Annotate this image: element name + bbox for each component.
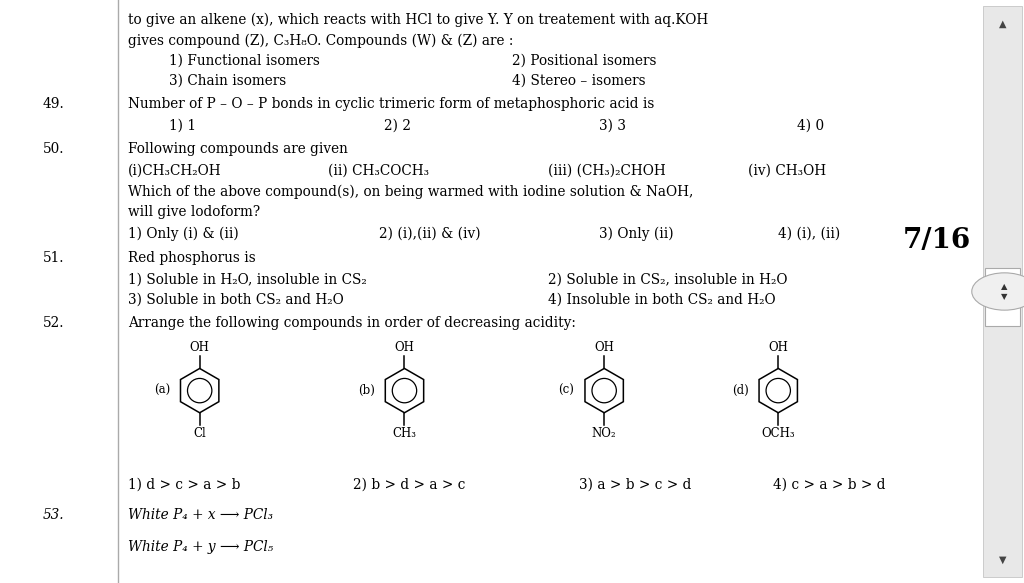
Text: (ii) CH₃COCH₃: (ii) CH₃COCH₃ xyxy=(328,163,429,177)
Text: OH: OH xyxy=(394,342,415,354)
Text: (a): (a) xyxy=(154,384,170,397)
Text: 4) (i), (ii): 4) (i), (ii) xyxy=(778,227,841,241)
Text: 3) Chain isomers: 3) Chain isomers xyxy=(169,74,287,88)
Bar xyxy=(983,6,1022,577)
Text: (d): (d) xyxy=(732,384,749,397)
Text: (b): (b) xyxy=(358,384,375,397)
Text: OH: OH xyxy=(768,342,788,354)
Text: 3) 3: 3) 3 xyxy=(599,118,626,132)
Text: gives compound (Z), C₃H₈O. Compounds (W) & (Z) are :: gives compound (Z), C₃H₈O. Compounds (W)… xyxy=(128,33,513,48)
Text: 4) Stereo – isomers: 4) Stereo – isomers xyxy=(512,74,645,88)
Bar xyxy=(985,268,1020,326)
Text: White P₄ + y ⟶ PCl₅: White P₄ + y ⟶ PCl₅ xyxy=(128,540,273,554)
Text: will give lodoform?: will give lodoform? xyxy=(128,205,260,219)
Text: 7/16: 7/16 xyxy=(903,227,972,254)
Text: 53.: 53. xyxy=(43,508,65,522)
Text: to give an alkene (x), which reacts with HCl to give Y. Y on treatement with aq.: to give an alkene (x), which reacts with… xyxy=(128,13,709,27)
Text: 4) 0: 4) 0 xyxy=(797,118,823,132)
Text: 1) Only (i) & (ii): 1) Only (i) & (ii) xyxy=(128,227,239,241)
Text: Cl: Cl xyxy=(194,427,206,440)
Text: 50.: 50. xyxy=(43,142,65,156)
Text: OCH₃: OCH₃ xyxy=(762,427,795,440)
Text: 2) b > d > a > c: 2) b > d > a > c xyxy=(353,478,466,492)
Text: Number of P – O – P bonds in cyclic trimeric form of metaphosphoric acid is: Number of P – O – P bonds in cyclic trim… xyxy=(128,97,654,111)
Text: Which of the above compound(s), on being warmed with iodine solution & NaOH,: Which of the above compound(s), on being… xyxy=(128,185,693,199)
Text: 2) 2: 2) 2 xyxy=(384,118,411,132)
Text: 3) Soluble in both CS₂ and H₂O: 3) Soluble in both CS₂ and H₂O xyxy=(128,293,344,307)
Text: Red phosphorus is: Red phosphorus is xyxy=(128,251,256,265)
Text: White P₄ + x ⟶ PCl₃: White P₄ + x ⟶ PCl₃ xyxy=(128,508,273,522)
Text: 51.: 51. xyxy=(43,251,65,265)
Text: ▲: ▲ xyxy=(998,18,1007,29)
Text: Arrange the following compounds in order of decreasing acidity:: Arrange the following compounds in order… xyxy=(128,316,575,330)
Text: 1) d > c > a > b: 1) d > c > a > b xyxy=(128,478,241,492)
Text: 4) c > a > b > d: 4) c > a > b > d xyxy=(773,478,886,492)
Circle shape xyxy=(972,273,1024,310)
Text: 3) Only (ii): 3) Only (ii) xyxy=(599,227,674,241)
Text: CH₃: CH₃ xyxy=(392,427,417,440)
Text: 49.: 49. xyxy=(43,97,65,111)
Text: 2) Positional isomers: 2) Positional isomers xyxy=(512,54,656,68)
Text: 52.: 52. xyxy=(43,316,65,330)
Text: (c): (c) xyxy=(558,384,574,397)
Text: Following compounds are given: Following compounds are given xyxy=(128,142,348,156)
Text: (iii) (CH₃)₂CHOH: (iii) (CH₃)₂CHOH xyxy=(548,163,666,177)
Text: (iv) CH₃OH: (iv) CH₃OH xyxy=(748,163,825,177)
Text: 1) Soluble in H₂O, insoluble in CS₂: 1) Soluble in H₂O, insoluble in CS₂ xyxy=(128,272,367,286)
Text: 3) a > b > c > d: 3) a > b > c > d xyxy=(579,478,691,492)
Text: 4) Insoluble in both CS₂ and H₂O: 4) Insoluble in both CS₂ and H₂O xyxy=(548,293,775,307)
Text: (i)CH₃CH₂OH: (i)CH₃CH₂OH xyxy=(128,163,221,177)
Text: OH: OH xyxy=(594,342,614,354)
Text: ▼: ▼ xyxy=(998,554,1007,565)
Text: 2) (i),(ii) & (iv): 2) (i),(ii) & (iv) xyxy=(379,227,480,241)
Text: 1) 1: 1) 1 xyxy=(169,118,196,132)
Text: OH: OH xyxy=(189,342,210,354)
Text: 2) Soluble in CS₂, insoluble in H₂O: 2) Soluble in CS₂, insoluble in H₂O xyxy=(548,272,787,286)
Text: NO₂: NO₂ xyxy=(592,427,616,440)
Text: ▲
▼: ▲ ▼ xyxy=(1001,282,1008,301)
Text: 1) Functional isomers: 1) Functional isomers xyxy=(169,54,319,68)
